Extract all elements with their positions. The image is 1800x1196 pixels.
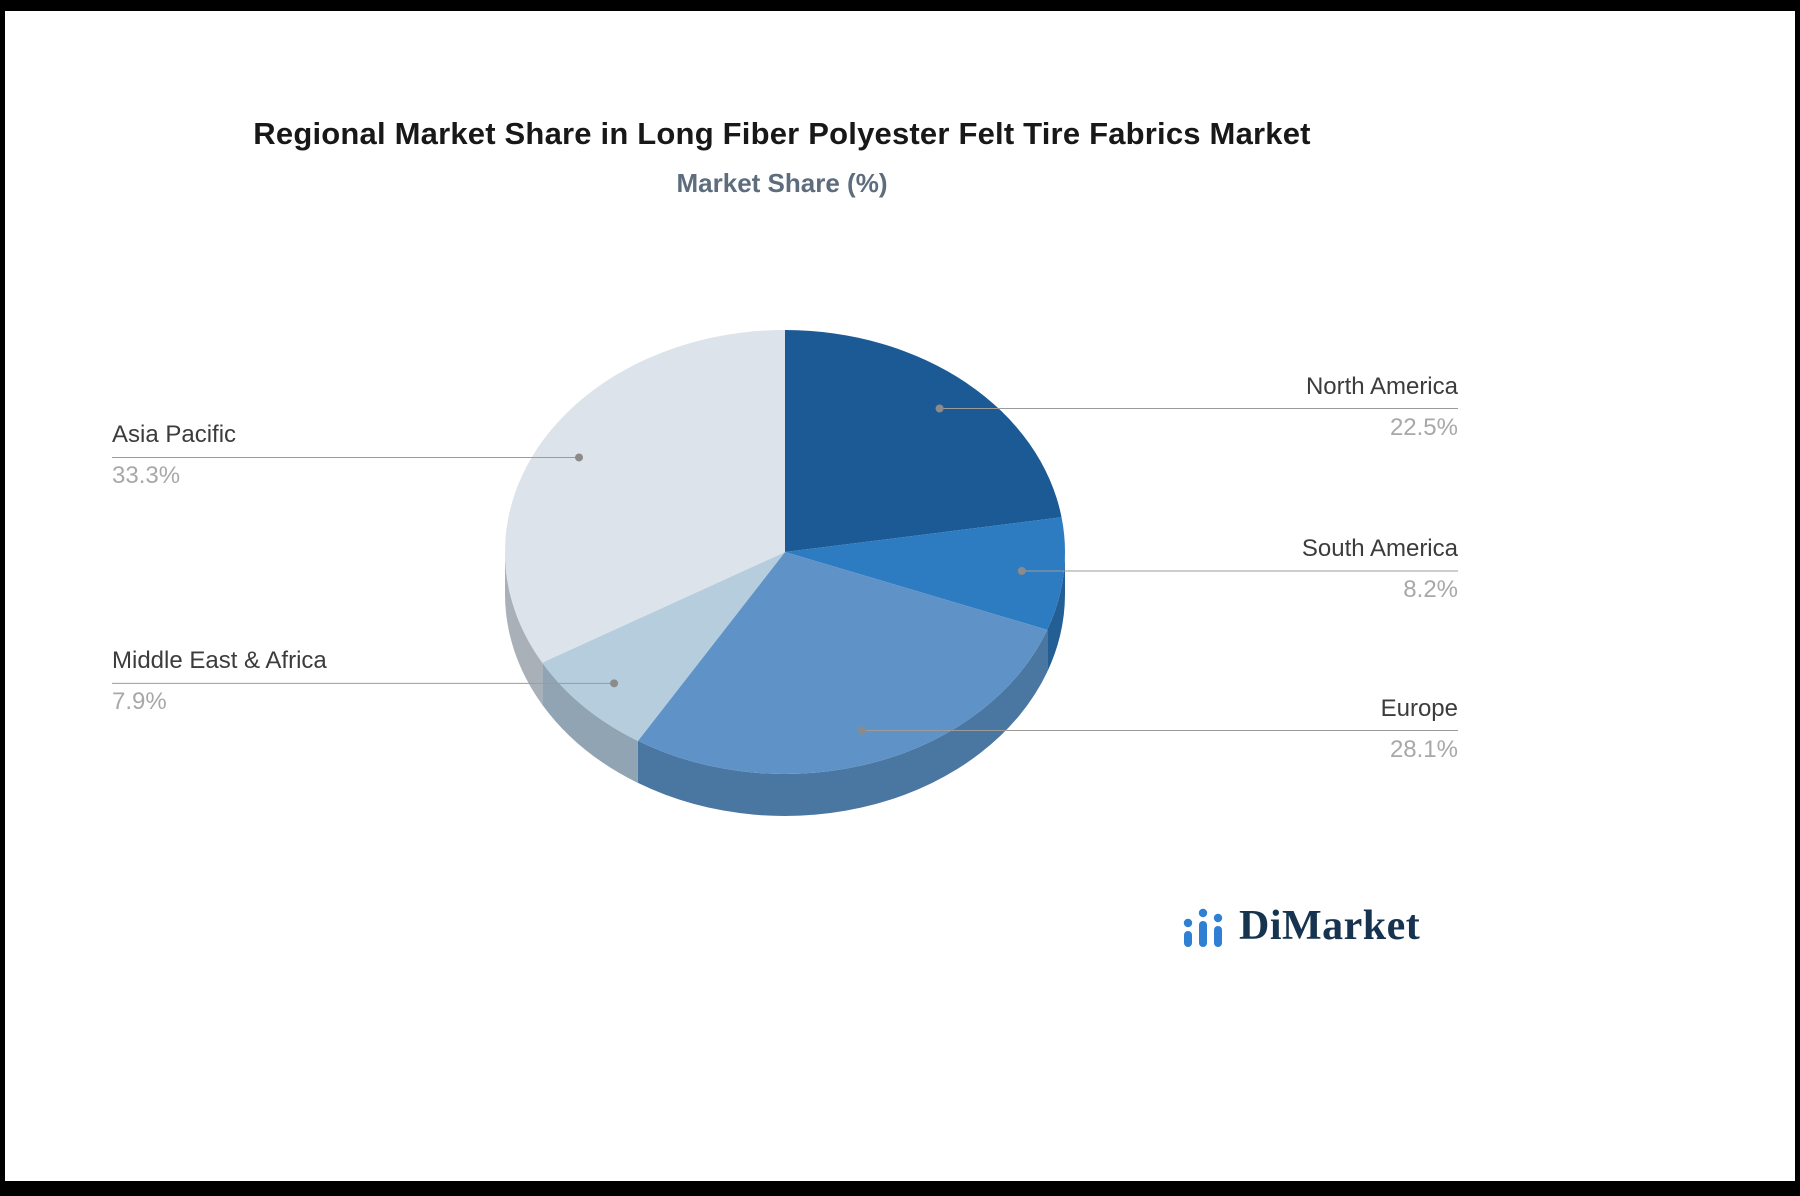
- pie-slice: [785, 330, 1062, 552]
- slice-label: South America: [1301, 534, 1458, 562]
- frame-right: [1795, 0, 1800, 1196]
- chart-subtitle: Market Share (%): [676, 168, 888, 198]
- pie-slice-side: [542, 662, 638, 783]
- logo-bar: [1184, 931, 1192, 947]
- logo-dot: [1183, 918, 1193, 928]
- pie-slice: [505, 330, 785, 663]
- slice-value: 22.5%: [1389, 413, 1458, 441]
- slice-label: Europe: [1380, 694, 1458, 722]
- leader-dot: [1017, 566, 1026, 575]
- bar-chart-dots-icon: [1183, 908, 1223, 947]
- frame-left: [0, 0, 5, 1196]
- slice-label: Asia Pacific: [112, 421, 237, 449]
- slice-label: North America: [1305, 372, 1458, 400]
- slice-value: 8.2%: [1403, 575, 1458, 603]
- pie-slice: [785, 517, 1065, 630]
- slice-value: 28.1%: [1389, 735, 1458, 763]
- callout-north-america: North America 22.5%: [1306, 372, 1458, 443]
- callout-middle-east-africa: Middle East & Africa 7.9%: [112, 646, 327, 717]
- brand-name: DiMarket: [1239, 903, 1421, 949]
- callout-south-america: South America 8.2%: [1302, 534, 1458, 605]
- pie-slice-side: [637, 629, 1048, 817]
- logo-dot: [1198, 908, 1208, 918]
- leader-dot: [610, 679, 619, 688]
- frame-bottom: [0, 1181, 1800, 1196]
- slice-value: 7.9%: [112, 688, 167, 716]
- pie-slice-side: [505, 552, 543, 705]
- logo-dot: [1213, 913, 1223, 923]
- slice-label: Middle East & Africa: [112, 647, 327, 675]
- pie-slice: [542, 552, 785, 741]
- leader-dot: [575, 453, 584, 462]
- logo-bar: [1199, 921, 1207, 947]
- callout-asia-pacific: Asia Pacific 33.3%: [112, 420, 236, 491]
- slice-value: 33.3%: [112, 462, 181, 490]
- callout-europe: Europe 28.1%: [1381, 694, 1458, 765]
- brand-logo: DiMarket: [1180, 901, 1420, 951]
- chart-title: Regional Market Share in Long Fiber Poly…: [253, 116, 1311, 151]
- leader-dot: [858, 726, 867, 735]
- leader-dot: [935, 404, 944, 413]
- pie-slice: [637, 552, 1048, 774]
- logo-bar: [1214, 926, 1222, 947]
- pie-slice-side: [1047, 552, 1065, 672]
- frame-top: [0, 0, 1800, 11]
